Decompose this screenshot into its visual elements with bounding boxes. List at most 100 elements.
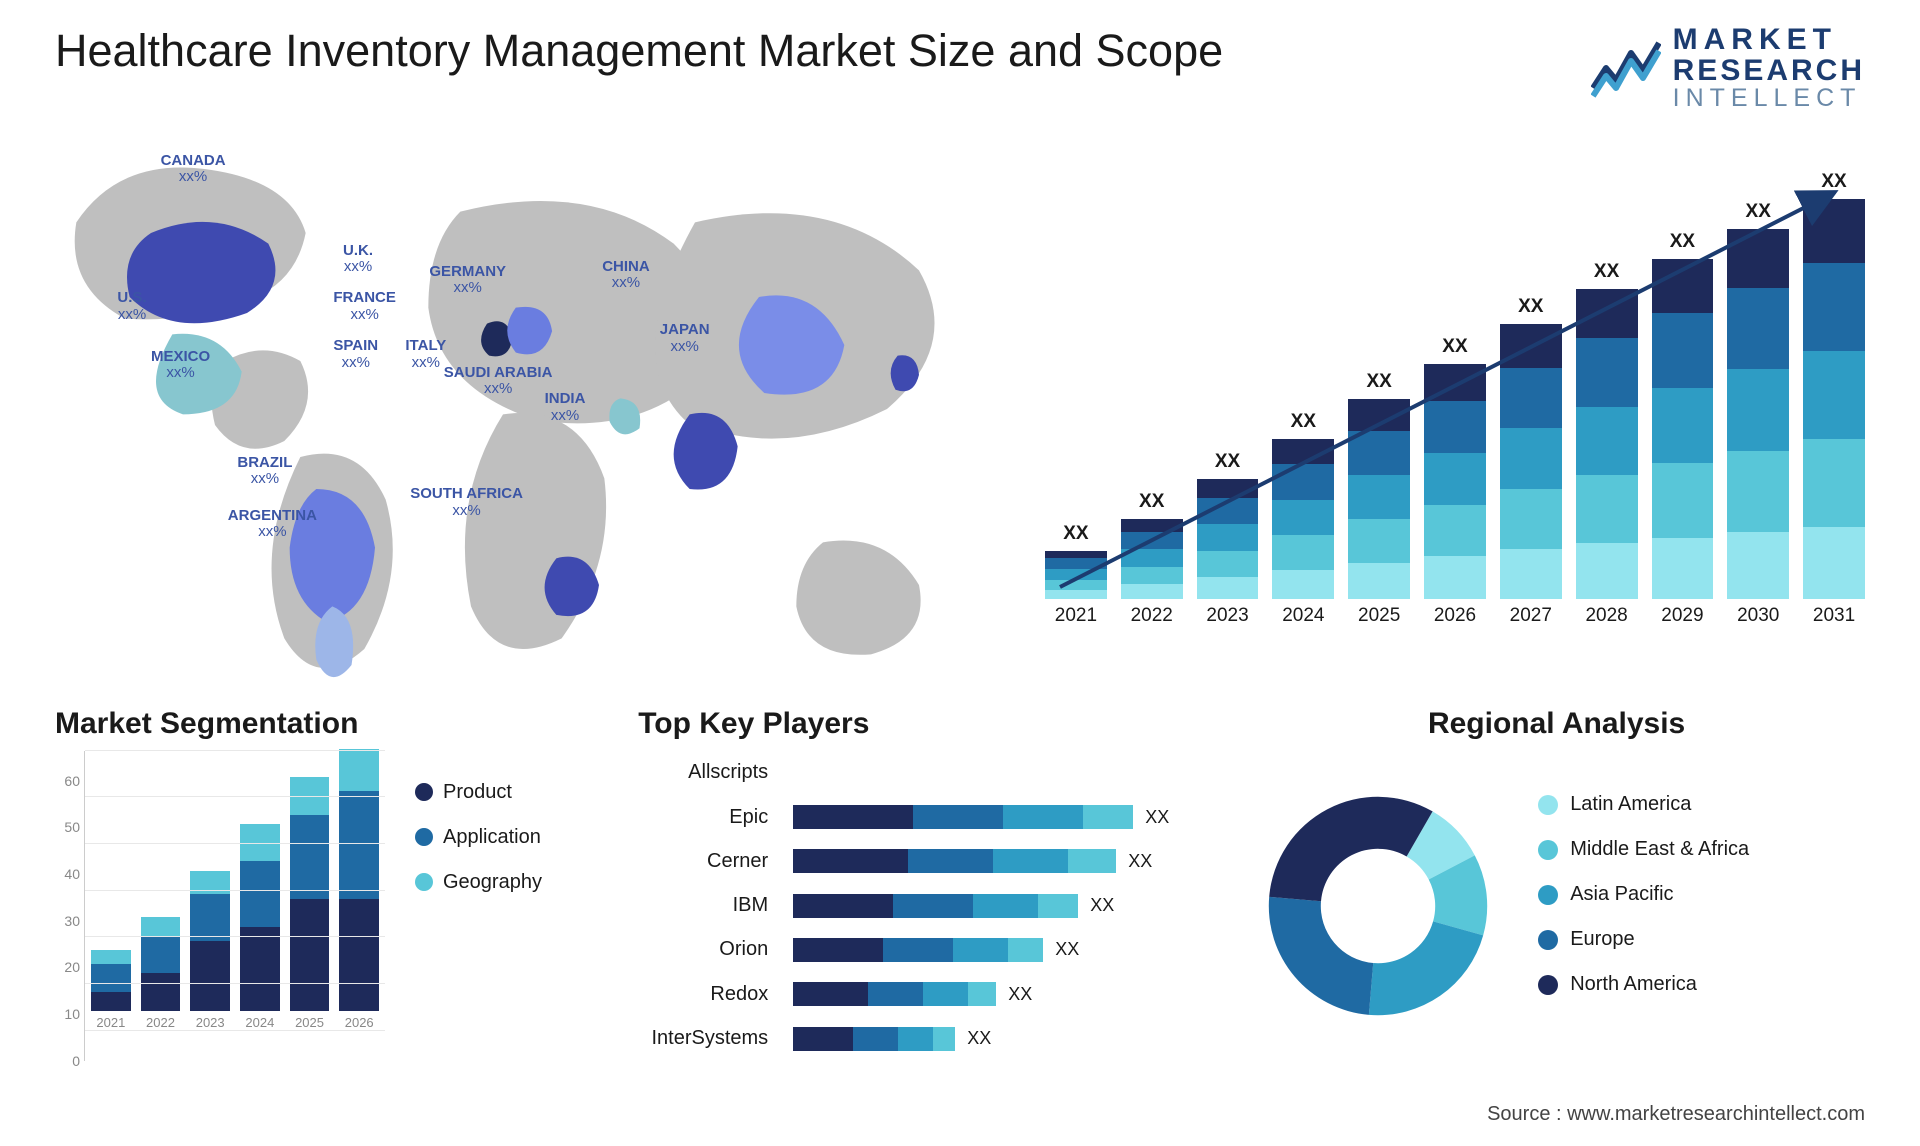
year-label: 2021 — [1055, 605, 1097, 627]
map-label: FRANCExx% — [333, 290, 396, 323]
year-label: 2026 — [1434, 605, 1476, 627]
map-label: CHINAxx% — [602, 259, 650, 292]
legend-item: Asia Pacific — [1538, 883, 1749, 906]
segmentation-title: Market Segmentation — [55, 707, 618, 741]
bar-value-label: XX — [1821, 171, 1846, 193]
map-label: JAPANxx% — [660, 322, 710, 355]
segmentation-chart: 0102030405060 202120222023202420252026 — [55, 751, 385, 1061]
player-label: Redox — [638, 983, 768, 1006]
player-value: XX — [1008, 984, 1032, 1005]
map-label: MEXICOxx% — [151, 349, 210, 382]
bar-value-label: XX — [1063, 523, 1088, 545]
map-label: GERMANYxx% — [429, 264, 506, 297]
growth-bar: XX 2026 — [1424, 336, 1486, 627]
map-label: CANADAxx% — [161, 153, 226, 186]
player-label: Allscripts — [638, 761, 768, 784]
player-label: IBM — [638, 894, 768, 917]
brand-logo: MARKET RESEARCH INTELLECT — [1591, 25, 1865, 112]
segmentation-panel: Market Segmentation 0102030405060 202120… — [55, 707, 618, 1061]
year-label: 2027 — [1510, 605, 1552, 627]
year-label: 2022 — [1131, 605, 1173, 627]
growth-bar: XX 2022 — [1121, 491, 1183, 627]
map-label: U.S.xx% — [117, 290, 146, 323]
player-bar: XX — [793, 805, 1228, 829]
legend-item: Application — [415, 826, 542, 849]
player-bar: XX — [793, 938, 1228, 962]
map-label: ITALYxx% — [405, 338, 446, 371]
year-label: 2031 — [1813, 605, 1855, 627]
regional-legend: Latin America Middle East & Africa Asia Pa… — [1538, 793, 1749, 1018]
player-value: XX — [1055, 939, 1079, 960]
growth-bar: XX 2027 — [1500, 296, 1562, 627]
bar-value-label: XX — [1670, 231, 1695, 253]
player-bar: XX — [793, 982, 1228, 1006]
player-label: InterSystems — [638, 1027, 768, 1050]
year-label: 2030 — [1737, 605, 1779, 627]
world-map-svg — [55, 137, 1015, 702]
seg-bar: 2023 — [190, 871, 230, 1030]
player-label: Epic — [638, 806, 768, 829]
key-players-panel: Top Key Players Allscripts Epic Cerner IBM O… — [638, 707, 1228, 1061]
year-label: 2023 — [1206, 605, 1248, 627]
seg-bar: 2022 — [141, 917, 181, 1029]
source-attribution: Source : www.marketresearchintellect.com — [1487, 1103, 1865, 1126]
growth-bar: XX 2028 — [1576, 261, 1638, 627]
logo-text-1: MARKET — [1673, 25, 1865, 56]
map-label: SPAINxx% — [333, 338, 378, 371]
bar-value-label: XX — [1518, 296, 1543, 318]
growth-bar: XX 2023 — [1197, 451, 1259, 627]
growth-bar: XX 2021 — [1045, 523, 1107, 627]
year-label: 2025 — [1358, 605, 1400, 627]
map-label: BRAZILxx% — [237, 455, 292, 488]
growth-bar: XX 2025 — [1348, 371, 1410, 627]
player-value: XX — [1145, 807, 1169, 828]
seg-bar: 2025 — [290, 777, 330, 1029]
bar-value-label: XX — [1442, 336, 1467, 358]
bar-value-label: XX — [1215, 451, 1240, 473]
legend-item: Latin America — [1538, 793, 1749, 816]
key-players-chart: XX XX XX XX XX XX — [793, 751, 1228, 1061]
map-label: U.K.xx% — [343, 243, 373, 276]
player-value: XX — [1128, 851, 1152, 872]
map-label: SAUDI ARABIAxx% — [444, 365, 553, 398]
bar-value-label: XX — [1139, 491, 1164, 513]
player-bar: XX — [793, 849, 1228, 873]
key-players-title: Top Key Players — [638, 707, 1228, 741]
regional-donut-chart — [1248, 776, 1508, 1036]
player-label: Cerner — [638, 850, 768, 873]
legend-item: North America — [1538, 973, 1749, 996]
legend-item: Middle East & Africa — [1538, 838, 1749, 861]
logo-mark-icon — [1591, 38, 1661, 98]
seg-bar: 2024 — [240, 824, 280, 1030]
segmentation-legend: Product Application Geography — [415, 751, 542, 916]
key-players-labels: Allscripts Epic Cerner IBM Orion Redox InterSy… — [638, 751, 768, 1061]
growth-bar: XX 2030 — [1727, 201, 1789, 627]
player-bar: XX — [793, 894, 1228, 918]
logo-text-2: RESEARCH — [1673, 56, 1865, 87]
logo-text-3: INTELLECT — [1673, 86, 1865, 112]
bar-value-label: XX — [1291, 411, 1316, 433]
year-label: 2029 — [1661, 605, 1703, 627]
player-value: XX — [967, 1028, 991, 1049]
regional-panel: Regional Analysis Latin AmericaMiddle Ea… — [1248, 707, 1865, 1061]
map-label: INDIAxx% — [545, 391, 586, 424]
player-bar: XX — [793, 1027, 1228, 1051]
map-label: ARGENTINAxx% — [228, 508, 317, 541]
bar-value-label: XX — [1594, 261, 1619, 283]
page-title: Healthcare Inventory Management Market S… — [55, 25, 1223, 77]
legend-item: Geography — [415, 871, 542, 894]
year-label: 2024 — [1282, 605, 1324, 627]
growth-bar: XX 2031 — [1803, 171, 1865, 627]
legend-item: Product — [415, 781, 542, 804]
growth-bar-chart: XX 2021 XX 2022 XX 2023 XX 2024 XX 2025 XX 2026 XX 20… — [1045, 137, 1865, 667]
map-label: SOUTH AFRICAxx% — [410, 486, 523, 519]
player-value: XX — [1090, 895, 1114, 916]
year-label: 2028 — [1585, 605, 1627, 627]
bar-value-label: XX — [1746, 201, 1771, 223]
seg-bar: 2021 — [91, 950, 131, 1030]
bar-value-label: XX — [1366, 371, 1391, 393]
growth-bar: XX 2029 — [1652, 231, 1714, 627]
legend-item: Europe — [1538, 928, 1749, 951]
player-label: Orion — [638, 938, 768, 961]
world-map: CANADAxx% U.S.xx%MEXICOxx% BRAZILxx% ARGENT… — [55, 137, 1015, 667]
